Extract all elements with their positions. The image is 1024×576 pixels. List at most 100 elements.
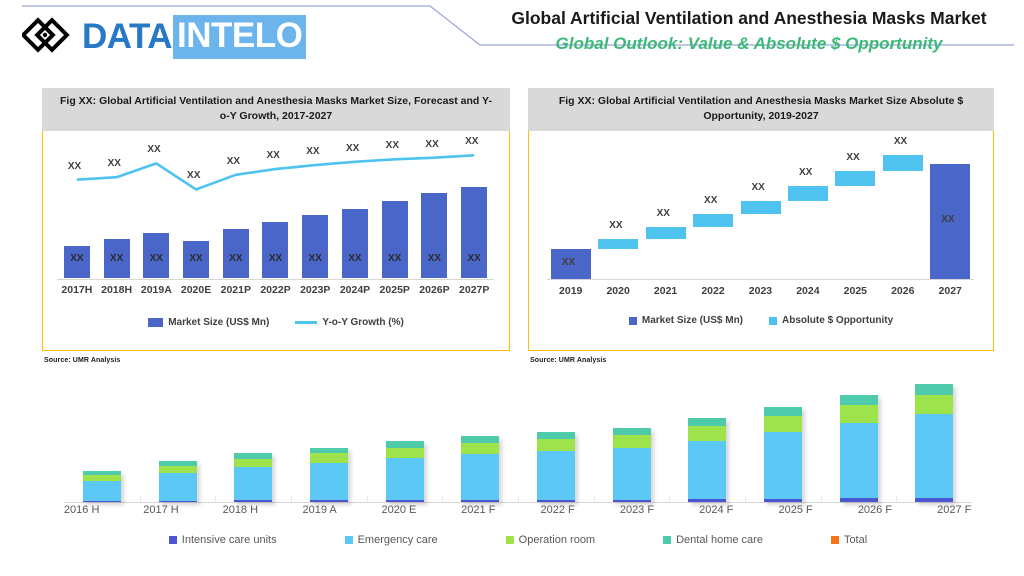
line-value-label: XX bbox=[67, 160, 82, 172]
stacked-bar-column bbox=[536, 431, 575, 502]
x-axis-label-9: 2026P bbox=[419, 284, 450, 296]
market-size-bar: XX bbox=[302, 214, 329, 278]
stacked-bar-column bbox=[763, 406, 802, 502]
stack-segment-emergency-care bbox=[158, 473, 197, 501]
bar-column: XX bbox=[335, 208, 375, 278]
legend-item-2[interactable]: Operation room bbox=[505, 534, 596, 546]
stack-segment-dental-home-care bbox=[385, 441, 424, 449]
bar-column: XX bbox=[136, 233, 176, 278]
stack-segment-intensive-care-units bbox=[839, 498, 878, 502]
header-title-block: Global Artificial Ventilation and Anesth… bbox=[484, 6, 1014, 56]
bar-value-label: XX bbox=[388, 253, 402, 264]
x-axis-label-7: 2026 bbox=[891, 285, 915, 297]
bar-value-label: XX bbox=[467, 253, 481, 264]
line-value-label: XX bbox=[147, 144, 161, 156]
x-axis-label-8: 2025P bbox=[379, 284, 410, 296]
line-value-label: XX bbox=[345, 142, 360, 154]
x-axis-label-8: 2027 bbox=[938, 285, 962, 297]
legend-color-swatch bbox=[344, 536, 353, 544]
stack-segment-dental-home-care bbox=[536, 431, 575, 440]
stacked-bar-column bbox=[385, 441, 424, 502]
legend-item-1[interactable]: Emergency care bbox=[344, 534, 438, 546]
stack-segment-dental-home-care bbox=[839, 395, 878, 406]
stacked-bar-column bbox=[82, 471, 121, 502]
bar-column: XX bbox=[295, 214, 335, 278]
x-axis-label-10: 2026 F bbox=[857, 504, 893, 516]
waterfall-delta-bar bbox=[835, 171, 876, 187]
x-axis-line bbox=[547, 279, 974, 280]
legend-item-3[interactable]: Dental home care bbox=[663, 534, 763, 546]
stack-segment-intensive-care-units bbox=[536, 499, 575, 502]
legend-item-1[interactable]: Absolute $ Opportunity bbox=[769, 315, 893, 326]
x-axis-label-0: 2019 bbox=[559, 285, 583, 297]
legend-color-swatch bbox=[628, 316, 637, 325]
stack-segment-operation-room bbox=[839, 405, 878, 423]
bar-column: XX bbox=[454, 187, 494, 278]
x-axis-label-2: 2018 H bbox=[222, 504, 259, 516]
stack-segment-operation-room bbox=[461, 443, 500, 454]
axis-tick-separator bbox=[896, 496, 898, 502]
stack-segment-dental-home-care bbox=[309, 447, 348, 454]
market-size-bar: XX bbox=[381, 200, 408, 278]
bar-value-label: XX bbox=[308, 253, 322, 264]
legend-color-swatch bbox=[505, 536, 514, 544]
stack-segment-intensive-care-units bbox=[309, 500, 348, 502]
chart-legend: Intensive care units Emergency care Operat… bbox=[42, 534, 994, 546]
legend-item-0[interactable]: Intensive care units bbox=[168, 534, 277, 546]
chart-market-size-forecast: XX XX XX XX XX XX XX XX XX XX XX XX XX XX XX XX XX XX XX XX… bbox=[43, 131, 509, 350]
bar-value-label: XX bbox=[189, 253, 203, 264]
brand-logo[interactable]: DATA INTELO bbox=[22, 12, 307, 62]
stack-segment-dental-home-care bbox=[158, 460, 197, 466]
stack-segment-emergency-care bbox=[915, 414, 954, 498]
waterfall-delta-bar bbox=[882, 155, 923, 171]
stack-segment-intensive-care-units bbox=[82, 501, 121, 502]
chart-legend: Market Size (US$ Mn) Y-o-Y Growth (%) bbox=[43, 317, 509, 328]
x-axis-label-5: 2024 bbox=[796, 285, 820, 297]
legend-color-swatch bbox=[663, 536, 672, 544]
x-axis-label-2: 2019A bbox=[140, 284, 172, 296]
axis-tick-separator bbox=[820, 496, 822, 502]
bar-value-label: XX bbox=[846, 152, 860, 163]
stack-segment-emergency-care bbox=[385, 458, 424, 500]
bar-column: XX bbox=[415, 193, 455, 278]
bar-value-label: XX bbox=[893, 136, 908, 148]
legend-color-swatch bbox=[168, 536, 177, 544]
x-axis-labels: 2019 2020 2021 2022 2023 2024 2025 2026 2027 bbox=[547, 285, 974, 297]
market-size-bar: XX bbox=[222, 229, 249, 278]
page-header: DATA INTELO Global Artificial Ventilation… bbox=[0, 0, 1024, 72]
stack-segment-emergency-care bbox=[536, 450, 575, 500]
legend-item-4[interactable]: Total bbox=[830, 534, 867, 546]
x-axis-label-4: 2023 bbox=[748, 285, 773, 297]
x-axis-label-11: 2027 F bbox=[937, 504, 972, 516]
stack-segment-emergency-care bbox=[612, 447, 651, 500]
x-axis-label-1: 2020 bbox=[606, 285, 630, 297]
stack-segment-intensive-care-units bbox=[763, 498, 802, 502]
x-axis-label-10: 2027P bbox=[459, 284, 490, 296]
bar-value-label: XX bbox=[941, 214, 955, 226]
x-axis-label-9: 2025 F bbox=[778, 504, 813, 516]
line-value-label: XX bbox=[425, 138, 439, 150]
legend-item-1[interactable]: Y-o-Y Growth (%) bbox=[295, 317, 404, 328]
chart-legend: Market Size (US$ Mn) Absolute $ Opportuni… bbox=[529, 315, 993, 326]
x-axis-label-1: 2017 H bbox=[143, 504, 179, 516]
legend-line-swatch bbox=[295, 321, 318, 324]
panel-absolute-opportunity: Fig XX: Global Artificial Ventilation an… bbox=[528, 88, 994, 364]
market-size-bar: XX bbox=[341, 208, 368, 278]
x-axis-labels: 2017H 2018H 2019A 2020E 2021P 2022P 2023P 2024P… bbox=[57, 284, 494, 296]
stack-segment-intensive-care-units bbox=[158, 500, 197, 502]
legend-item-0[interactable]: Market Size (US$ Mn) bbox=[148, 317, 269, 328]
legend-label-2: Operation room bbox=[518, 534, 596, 546]
x-axis-label-6: 2025 bbox=[843, 285, 868, 297]
panel-right-body: XX XX XX XX XX XX XX XX XX 2019 2020 2021 2022 2023 20… bbox=[528, 131, 994, 351]
stack-segment-emergency-care bbox=[839, 422, 878, 499]
market-size-bar: XX bbox=[461, 187, 488, 278]
x-axis-label-8: 2024 F bbox=[699, 504, 734, 516]
market-size-bar: XX bbox=[63, 246, 90, 278]
stack-segment-operation-room bbox=[158, 465, 197, 474]
legend-item-0[interactable]: Market Size (US$ Mn) bbox=[628, 315, 743, 326]
line-value-label: XX bbox=[226, 155, 241, 167]
bar-value-label: XX bbox=[109, 253, 124, 264]
stack-segment-operation-room bbox=[234, 458, 273, 467]
stack-segment-intensive-care-units bbox=[688, 499, 727, 502]
x-axis-label-1: 2018H bbox=[101, 284, 133, 296]
